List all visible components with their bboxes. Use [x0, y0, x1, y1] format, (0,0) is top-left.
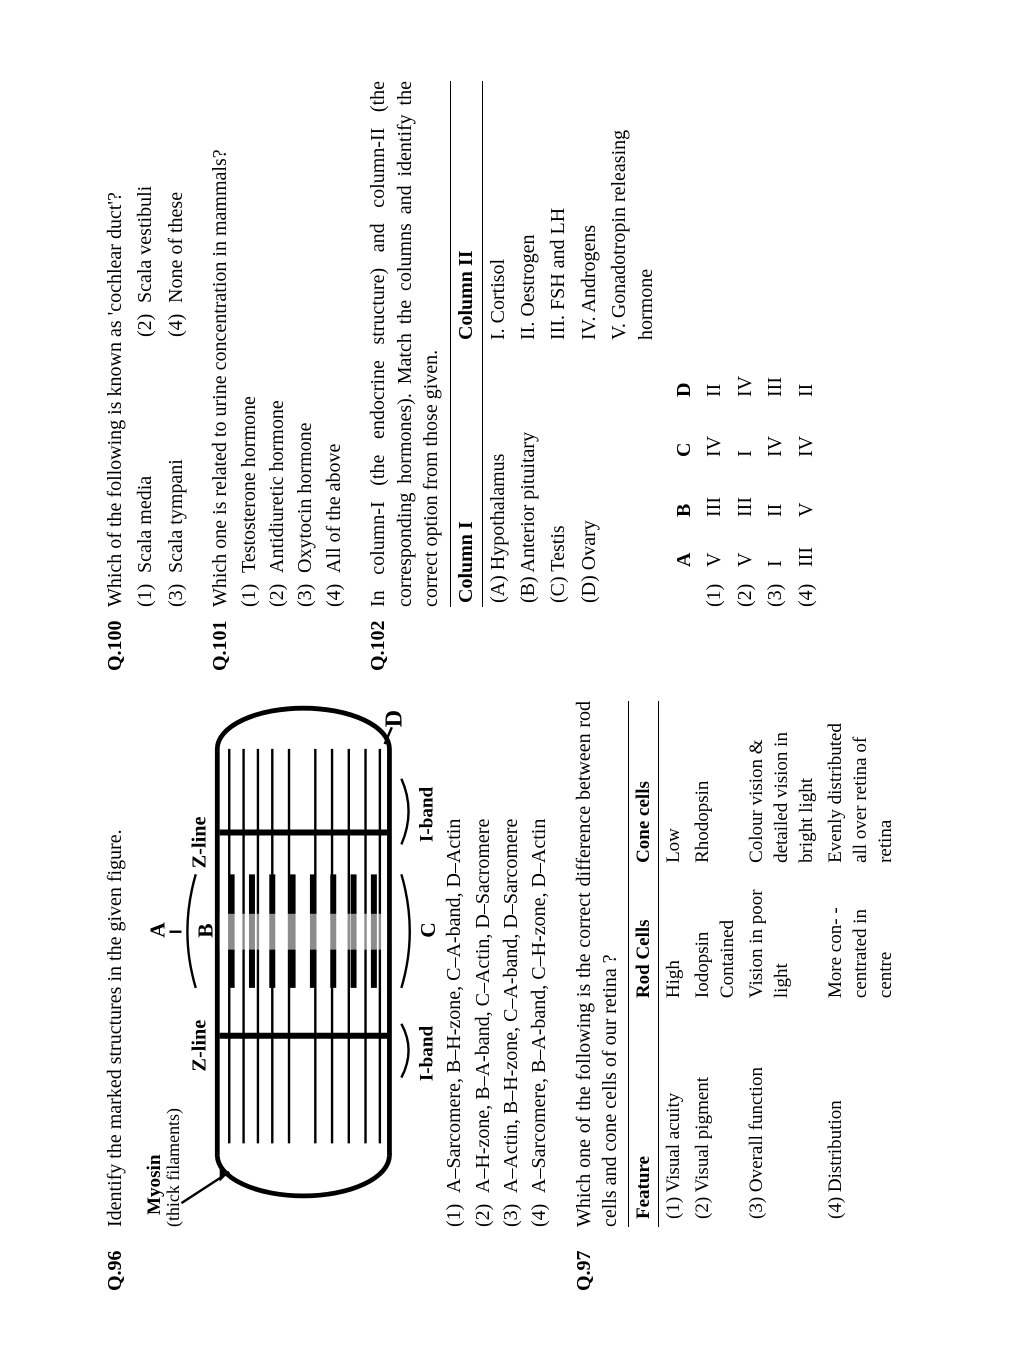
q102-answer-grid: A B C D (1)VIIIIVII (2)VIIIIIV (3)IIIIVI… [669, 81, 821, 607]
q96-num: Q.96 [102, 1237, 553, 1291]
svg-text:B: B [194, 923, 218, 937]
question-97: Q.97 Which one of the following is the c… [571, 701, 901, 1291]
q96-opt-1: (1)A–Sarcomere, B–H-zone, C–A-band, D–Ac… [441, 701, 467, 1227]
q101-opt-2: (2)Antidiuretic hormone [264, 81, 290, 607]
table-row: (2) Visual pigmentIodopsin ContainedRhod… [688, 701, 742, 1227]
q96-opt-2: (2)A–H-zone, B–A-band, C–Actin, D–Sacrom… [470, 701, 496, 1227]
q100-opt-2: (2)Scala vestibuli [132, 81, 158, 337]
svg-text:C: C [416, 922, 435, 938]
table-row: (1) Visual acuityHighLow [658, 701, 688, 1227]
q100-opt-3: (3)Scala tympani [163, 351, 189, 607]
svg-text:I-band: I-band [417, 786, 435, 842]
table-row: (B) Anterior pituitaryII. Oestrogen [513, 81, 543, 607]
table-row: (D) OvaryIV. Androgens [574, 81, 604, 607]
q100-num: Q.100 [102, 617, 189, 671]
svg-text:I-band: I-band [417, 1026, 435, 1082]
question-96: Q.96 Identify the marked structures in t… [102, 701, 553, 1291]
q97-table: Feature Rod Cells Cone cells (1) Visual … [628, 701, 901, 1227]
q102-text: In column-I (the endocrine structure) an… [365, 81, 444, 607]
question-100: Q.100 Which of the following is known as… [102, 81, 189, 671]
q102-num: Q.102 [365, 617, 821, 671]
svg-text:D: D [382, 710, 408, 727]
q101-num: Q.101 [207, 617, 347, 671]
q101-opt-3: (3)Oxytocin hormone [292, 81, 318, 607]
q102-opt-3: (3)IIIIVIII [760, 81, 790, 607]
svg-text:A: A [146, 922, 170, 938]
question-102: Q.102 In column-I (the endocrine structu… [365, 81, 821, 671]
sarcomere-figure: Myosin (thick filaments) Z-line Z-line A… [136, 701, 435, 1227]
q96-text: Identify the marked structures in the gi… [102, 701, 128, 1227]
svg-text:Z-line: Z-line [189, 1020, 211, 1072]
q101-text: Which one is related to urine concentrat… [207, 81, 233, 607]
q97-text: Which one of the following is the correc… [571, 701, 624, 1227]
question-101: Q.101 Which one is related to urine conc… [207, 81, 347, 671]
q97-num: Q.97 [571, 1237, 901, 1291]
table-row: V. Gonadotropin releasing hormone [604, 81, 661, 607]
table-row: (A) HypothalamusI. Cortisol [482, 81, 513, 607]
q102-match-table: Column I Column II (A) HypothalamusI. Co… [450, 81, 661, 607]
table-row: (3) Overall functionVision in poor light… [742, 701, 821, 1227]
q100-text: Which of the following is known as 'coch… [102, 81, 128, 607]
q101-opt-4: (4)All of the above [321, 81, 347, 607]
q96-opt-4: (4)A–Sarcomere, B–A-band, C–H-zone, D–Ac… [526, 701, 552, 1227]
q102-opt-4: (4)IIIVIVII [791, 81, 821, 607]
q100-opt-1: (1)Scala media [132, 351, 158, 607]
q102-opt-2: (2)VIIIIIV [730, 81, 760, 607]
svg-text:Myosin: Myosin [144, 1154, 165, 1215]
q96-opt-3: (3)A–Actin, B–H-zone, C–A-band, D–Sarcom… [498, 701, 524, 1227]
q101-opt-1: (1)Testosterone hormone [236, 81, 262, 607]
table-row: (4) DistributionMore con- -centrated in … [821, 701, 900, 1227]
svg-text:(thick filaments): (thick filaments) [163, 1108, 184, 1227]
q100-opt-4: (4)None of these [163, 81, 189, 337]
q102-opt-1: (1)VIIIIVII [699, 81, 729, 607]
table-row: (C) TestisIII. FSH and LH [543, 81, 573, 607]
svg-text:Z-line: Z-line [189, 816, 211, 868]
